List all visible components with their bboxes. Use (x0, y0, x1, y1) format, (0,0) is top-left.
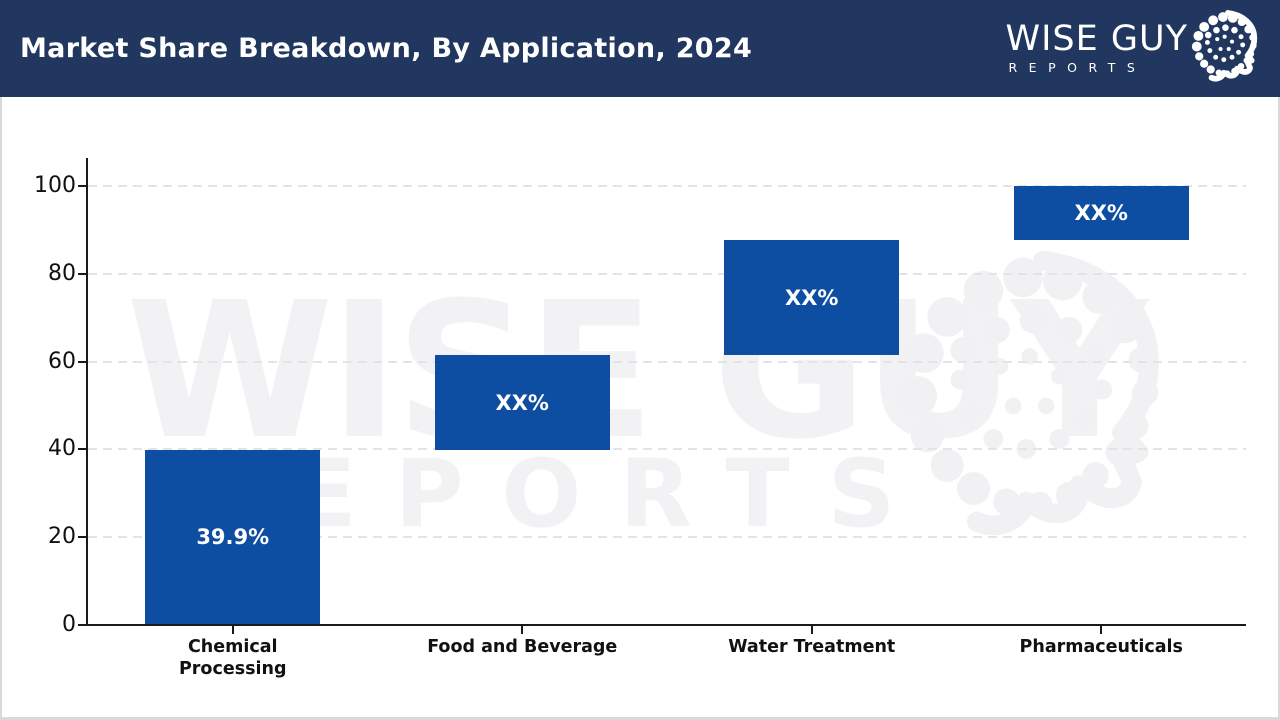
xtick-mark-0 (231, 626, 234, 634)
x-axis-spine (86, 624, 1246, 626)
bar-value-label: 39.9% (196, 525, 270, 550)
page-border-right (1278, 97, 1280, 720)
bar-food-and-beverage: XX% (434, 355, 610, 450)
bar-pharmaceuticals: XX% (1013, 186, 1189, 240)
ytick-mark-60 (78, 360, 86, 363)
bar-value-label: XX% (785, 285, 839, 310)
category-label-1: Food and Beverage (427, 637, 618, 657)
ytick-label-80: 80 (48, 260, 76, 286)
gridline-60 (88, 360, 1246, 363)
ytick-label-100: 100 (34, 173, 76, 198)
ytick-label-60: 60 (48, 348, 76, 374)
xtick-mark-1 (521, 626, 524, 634)
gridline-80 (88, 272, 1246, 275)
xtick-mark-2 (810, 626, 813, 634)
page-title: Market Share Breakdown, By Application, … (20, 33, 753, 64)
ytick-label-40: 40 (48, 436, 76, 462)
ytick-mark-20 (78, 536, 86, 539)
y-axis-spine (86, 158, 88, 626)
gridline-40 (88, 448, 1246, 451)
bar-chemical-processing: 39.9% (145, 449, 321, 625)
logo-wordmark-line2: REPORTS (1008, 60, 1147, 75)
logo-wordmark: WISE GUY REPORTS (1005, 19, 1188, 76)
ytick-mark-100 (78, 185, 86, 187)
logo-head-icon (1191, 9, 1258, 82)
xtick-mark-3 (1100, 626, 1103, 634)
ytick-mark-80 (78, 272, 86, 275)
ytick-mark-40 (78, 448, 86, 451)
wiseguy-logo: WISE GUY REPORTS (1005, 8, 1266, 90)
bar-value-label: XX% (495, 390, 549, 415)
ytick-label-20: 20 (48, 524, 76, 550)
category-label-3: Pharmaceuticals (1019, 637, 1183, 657)
header-bar: Market Share Breakdown, By Application, … (0, 0, 1280, 97)
page-border-bottom (0, 717, 1280, 720)
gridline-20 (88, 536, 1246, 539)
gridline-100 (88, 185, 1246, 187)
page-border-left (0, 97, 2, 720)
bar-water-treatment: XX% (724, 239, 900, 356)
category-label-0: Chemical Processing (178, 637, 287, 679)
ytick-mark-0 (78, 624, 86, 626)
ytick-label-0: 0 (62, 612, 76, 637)
watermark-head-icon (897, 250, 1159, 536)
category-label-2: Water Treatment (728, 637, 896, 657)
bar-value-label: XX% (1074, 200, 1128, 225)
logo-wordmark-line1: WISE GUY (1005, 19, 1188, 59)
